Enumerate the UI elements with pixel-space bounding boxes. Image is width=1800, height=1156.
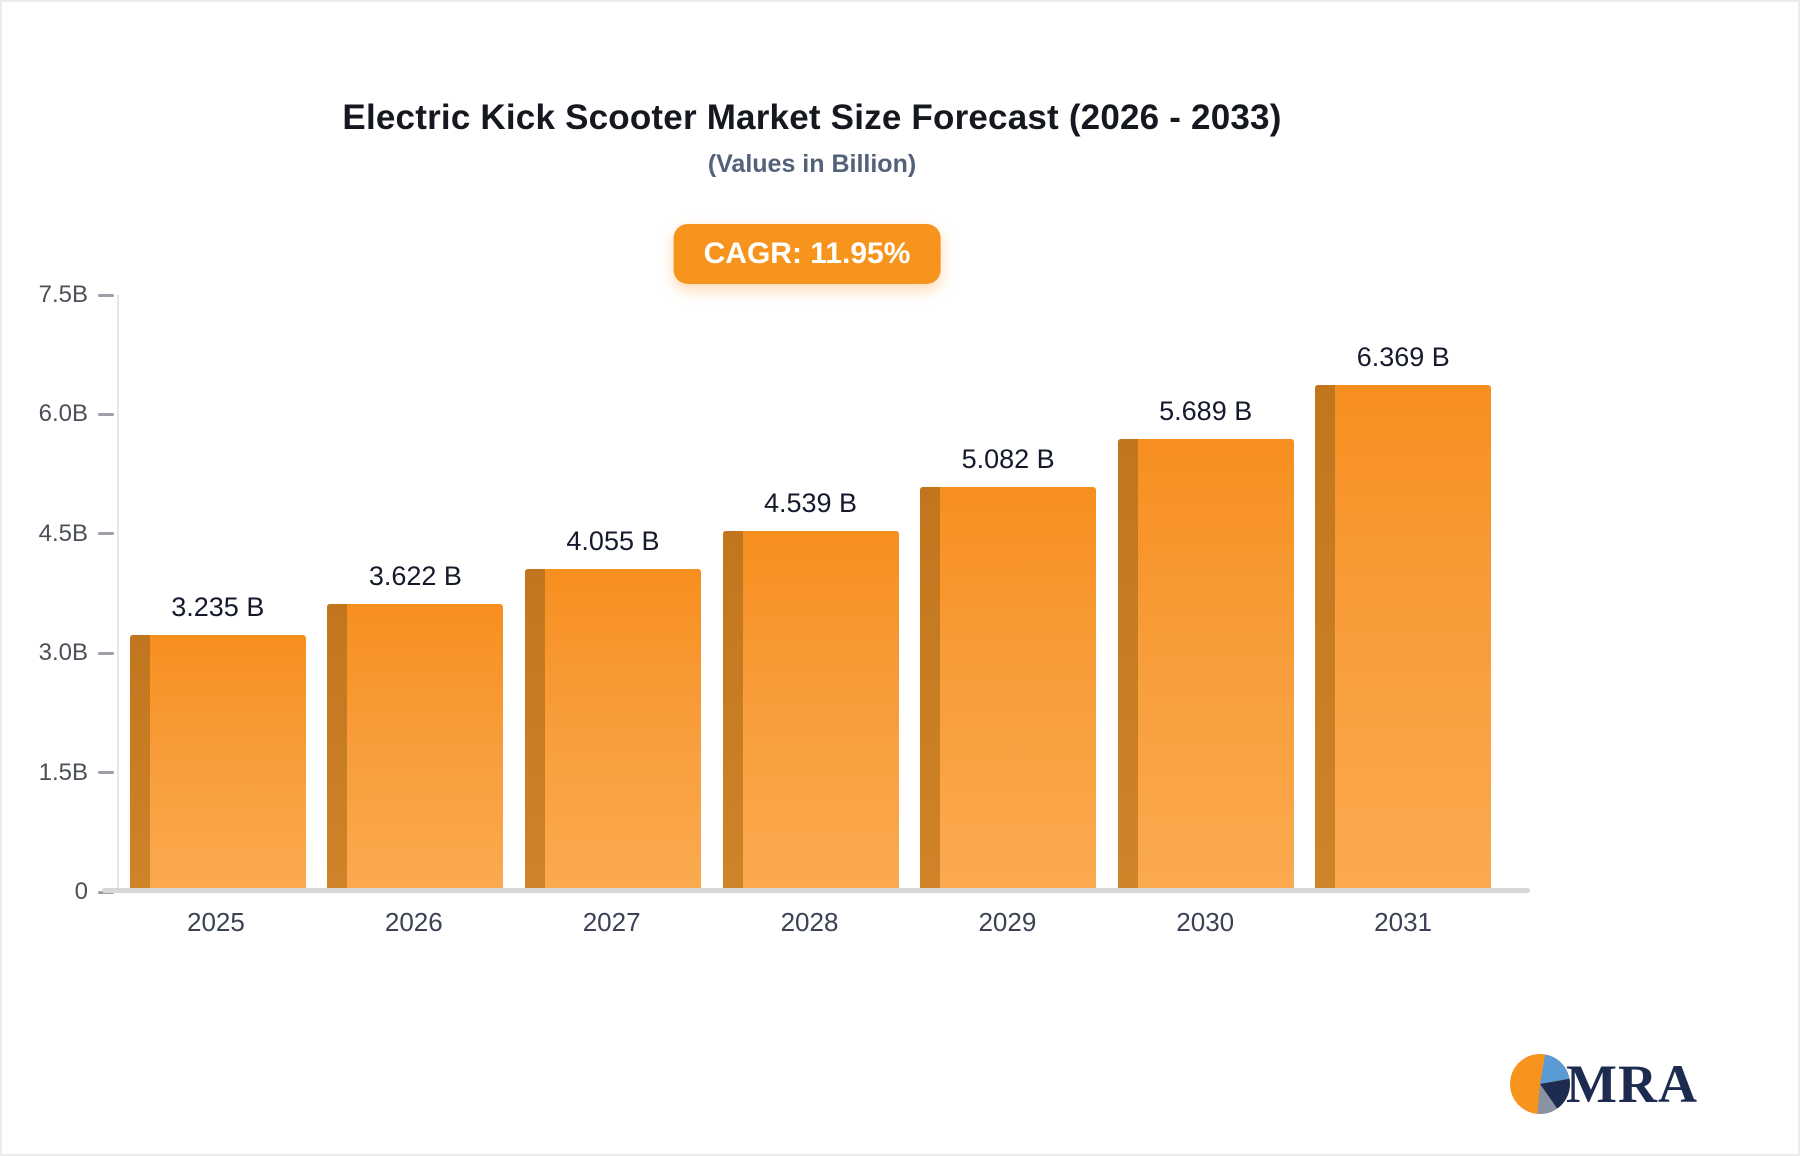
bar-group: 5.689 B (1107, 295, 1305, 892)
bar-2027 (524, 569, 701, 892)
bar-2030 (1117, 439, 1294, 892)
y-tick-mark (98, 532, 114, 536)
y-tick-mark (98, 771, 114, 775)
y-tick-mark (98, 651, 114, 655)
y-tick-label: 0 (74, 878, 88, 905)
bar-group: 4.539 B (712, 295, 910, 893)
bar-group: 5.082 B (909, 295, 1107, 892)
bar-2028 (722, 530, 899, 893)
bar-2025 (129, 634, 306, 892)
x-axis-line (102, 888, 1530, 893)
x-tick-label: 2029 (978, 907, 1037, 937)
logo-text: MRA (1566, 1054, 1698, 1114)
y-tick-label: 4.5B (38, 519, 88, 547)
bar-value-label: 4.055 B (566, 526, 660, 557)
bars-row: 3.235 B 3.622 B 4.055 B 4.539 B 5.082 B 5.689… (119, 295, 1502, 893)
bar-group: 3.235 B (119, 295, 317, 892)
y-tick-mark (98, 293, 114, 297)
pie-logo-icon (1510, 1054, 1571, 1115)
bar-group: 6.369 B (1304, 295, 1502, 892)
cagr-badge: CAGR: 11.95% (673, 224, 941, 284)
y-axis-tick: 4.5B (2, 519, 114, 549)
y-tick-label: 3.0B (38, 639, 88, 667)
x-tick-label: 2031 (1374, 907, 1432, 937)
header: Electric Kick Scooter Market Size Foreca… (2, 2, 1622, 302)
bar-value-label: 5.689 B (1159, 396, 1253, 427)
y-axis-tick: 1.5B (2, 758, 114, 788)
y-tick-label: 7.5B (38, 281, 88, 308)
x-tick-label: 2027 (582, 907, 641, 937)
x-tick-label: 2028 (780, 907, 839, 937)
bar-value-label: 3.235 B (171, 591, 265, 622)
y-axis-tick: 6.0B (2, 399, 114, 429)
bar-value-label: 3.622 B (368, 560, 462, 591)
brand-logo: MRA (1508, 1052, 1698, 1116)
bar-value-label: 5.082 B (961, 444, 1055, 475)
x-tick-label: 2026 (384, 907, 443, 937)
y-axis: 0 1.5B 3.0B 4.5B 6.0B 7.5B (2, 281, 114, 905)
bar-2029 (920, 487, 1097, 892)
bar-2031 (1315, 385, 1492, 892)
y-tick-mark (98, 412, 114, 416)
bar-group: 4.055 B (514, 295, 712, 892)
x-axis: 2025 2026 2027 2028 2029 2030 2031 (117, 907, 1502, 938)
x-tick-label: 2025 (187, 907, 245, 937)
plot-area: 3.235 B 3.622 B 4.055 B 4.539 B 5.082 B 5.689… (117, 295, 1502, 893)
bar-value-label: 6.369 B (1356, 342, 1450, 373)
y-axis-tick: 0 (2, 877, 114, 907)
y-axis-tick: 3.0B (2, 638, 114, 668)
bar-2026 (327, 603, 504, 893)
chart-subtitle: (Values in Billion) (707, 150, 917, 178)
y-axis-tick: 7.5B (2, 280, 114, 310)
y-tick-label: 1.5B (38, 758, 88, 786)
x-tick-label: 2030 (1176, 907, 1235, 937)
y-tick-label: 6.0B (38, 400, 88, 428)
bar-value-label: 4.539 B (763, 487, 858, 518)
chart-title: Electric Kick Scooter Market Size Foreca… (342, 98, 1282, 137)
bar-group: 3.622 B (317, 295, 515, 893)
